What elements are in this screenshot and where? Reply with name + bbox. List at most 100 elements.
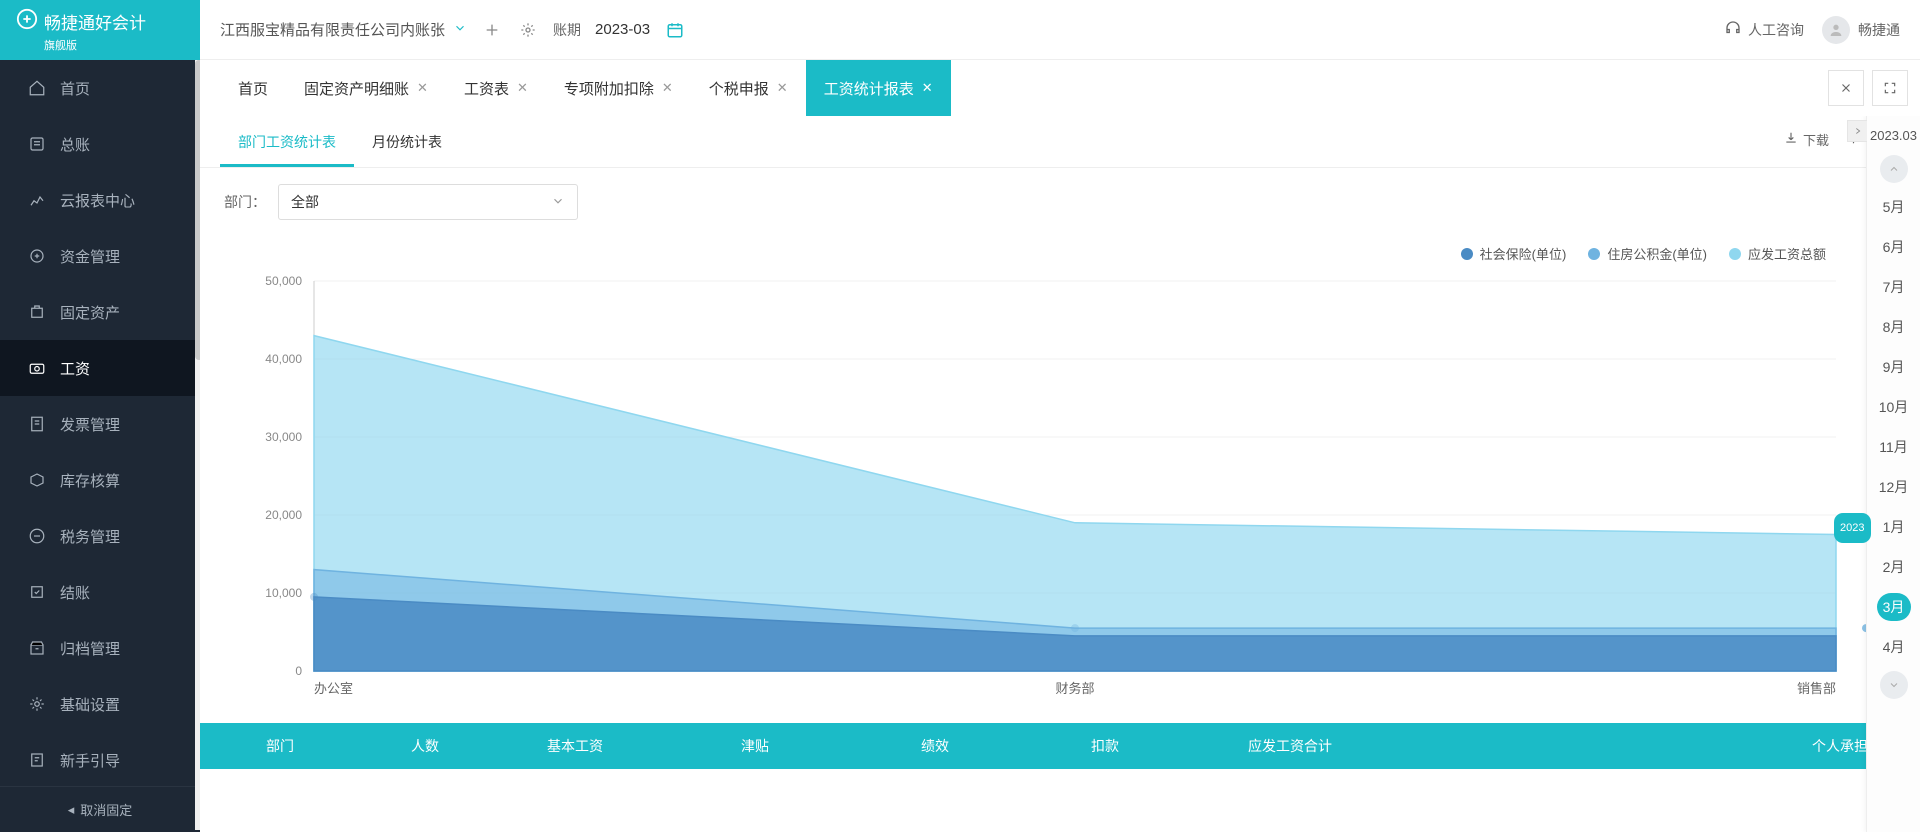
table-header-cell: 应发工资合计 xyxy=(1190,736,1390,756)
salary-icon xyxy=(28,359,46,377)
svg-text:30,000: 30,000 xyxy=(265,430,302,444)
nav-item-stock[interactable]: 库存核算 xyxy=(0,452,200,508)
tab-close-icon[interactable]: ✕ xyxy=(417,80,428,96)
table-header: 部门人数基本工资津贴绩效扣款应发工资合计个人承担社保 xyxy=(200,723,1920,769)
nav-item-tax[interactable]: 税务管理 xyxy=(0,508,200,564)
report-icon xyxy=(28,191,46,209)
table-header-cell: 扣款 xyxy=(1020,736,1190,756)
month-rail-item[interactable]: 8月 xyxy=(1877,313,1911,341)
table-header-cell: 基本工资 xyxy=(490,736,660,756)
nav-list: 首页总账云报表中心资金管理固定资产工资发票管理库存核算税务管理结账归档管理基础设… xyxy=(0,60,200,786)
table-header-cell: 部门 xyxy=(200,736,360,756)
svg-text:销售部: 销售部 xyxy=(1797,681,1836,696)
nav-item-guide[interactable]: 新手引导 xyxy=(0,732,200,786)
fullscreen-button[interactable] xyxy=(1872,70,1908,106)
topbar: 江西服宝精品有限责任公司内账张 账期 2023-03 xyxy=(200,0,1920,60)
svg-text:财务部: 财务部 xyxy=(1055,681,1094,696)
tab-close-icon[interactable]: ✕ xyxy=(662,80,673,96)
nav-item-close[interactable]: 结账 xyxy=(0,564,200,620)
company-settings-button[interactable] xyxy=(517,19,539,41)
period-value: 2023-03 xyxy=(595,21,650,38)
nav-item-report[interactable]: 云报表中心 xyxy=(0,172,200,228)
period-label: 账期 xyxy=(553,20,581,40)
chart-container: 社会保险(单位) 住房公积金(单位) 应发工资总额 0 10,000 20,000 30,… xyxy=(200,236,1920,723)
tab-close-icon[interactable]: ✕ xyxy=(517,80,528,96)
rail-collapse-button[interactable] xyxy=(1847,120,1867,142)
month-rail-item[interactable]: 4月 xyxy=(1877,633,1911,661)
tab-1[interactable]: 固定资产明细账✕ xyxy=(286,60,446,116)
close-icon xyxy=(28,583,46,601)
brand-icon xyxy=(16,8,38,35)
pin-arrow-icon: ◂ xyxy=(68,802,75,818)
nav-item-ledger[interactable]: 总账 xyxy=(0,116,200,172)
funds-icon xyxy=(28,247,46,265)
month-rail-item[interactable]: 11月 xyxy=(1877,433,1911,461)
legend-dot-icon xyxy=(1588,248,1600,260)
support-button[interactable]: 人工咨询 xyxy=(1724,19,1804,40)
legend-item[interactable]: 住房公积金(单位) xyxy=(1588,244,1707,263)
table-header-cell: 绩效 xyxy=(850,736,1020,756)
month-rail-item[interactable]: 1月2023 xyxy=(1877,513,1911,541)
tab-bar: 首页固定资产明细账✕工资表✕专项附加扣除✕个税申报✕工资统计报表✕ xyxy=(200,60,1920,116)
user-menu[interactable]: 畅捷通 xyxy=(1822,16,1900,44)
nav-item-home[interactable]: 首页 xyxy=(0,60,200,116)
home-icon xyxy=(28,79,46,97)
legend-item[interactable]: 应发工资总额 xyxy=(1729,244,1826,263)
svg-text:50,000: 50,000 xyxy=(265,274,302,288)
month-rail-item[interactable]: 7月 xyxy=(1877,273,1911,301)
brand-logo: 畅捷通好会计 旗舰版 xyxy=(0,0,200,60)
add-company-button[interactable] xyxy=(481,19,503,41)
month-rail-item[interactable]: 2月 xyxy=(1877,553,1911,581)
svg-text:0: 0 xyxy=(295,664,302,678)
tab-0[interactable]: 首页 xyxy=(220,60,286,116)
tab-close-icon[interactable]: ✕ xyxy=(922,80,933,96)
nav-item-asset[interactable]: 固定资产 xyxy=(0,284,200,340)
company-selector[interactable]: 江西服宝精品有限责任公司内账张 xyxy=(220,19,467,40)
nav-item-funds[interactable]: 资金管理 xyxy=(0,228,200,284)
month-rail-item[interactable]: 10月 xyxy=(1877,393,1911,421)
tab-2[interactable]: 工资表✕ xyxy=(446,60,546,116)
nav-item-archive[interactable]: 归档管理 xyxy=(0,620,200,676)
svg-text:10,000: 10,000 xyxy=(265,586,302,600)
tab-close-icon[interactable]: ✕ xyxy=(777,80,788,96)
salary-area-chart: 010,00020,00030,00040,00050,000办公室财务部销售部 xyxy=(224,271,1896,711)
rail-down-button[interactable] xyxy=(1880,671,1908,699)
sidebar: 畅捷通好会计 旗舰版 首页总账云报表中心资金管理固定资产工资发票管理库存核算税务… xyxy=(0,0,200,832)
tab-3[interactable]: 专项附加扣除✕ xyxy=(546,60,691,116)
table-header-cell: 津贴 xyxy=(660,736,850,756)
month-rail-item[interactable]: 12月 xyxy=(1877,473,1911,501)
dept-select[interactable]: 全部 xyxy=(278,184,578,220)
month-rail-item[interactable]: 5月 xyxy=(1877,193,1911,221)
pin-toggle[interactable]: ◂ 取消固定 xyxy=(0,786,200,832)
month-rail-item[interactable]: 9月 xyxy=(1877,353,1911,381)
subtab-0[interactable]: 部门工资统计表 xyxy=(220,120,354,167)
subtab-1[interactable]: 月份统计表 xyxy=(354,120,460,167)
settings-icon xyxy=(28,695,46,713)
svg-text:办公室: 办公室 xyxy=(314,681,353,696)
table-header-cell: 人数 xyxy=(360,736,490,756)
month-rail-item[interactable]: 6月 xyxy=(1877,233,1911,261)
chevron-down-icon xyxy=(453,21,467,39)
dept-filter-label: 部门： xyxy=(224,192,266,212)
close-all-tabs-button[interactable] xyxy=(1828,70,1864,106)
legend-item[interactable]: 社会保险(单位) xyxy=(1461,244,1567,263)
tax-icon xyxy=(28,527,46,545)
year-badge: 2023 xyxy=(1834,513,1870,543)
month-rail: 2023.03 5月6月7月8月9月10月11月12月1月20232月3月4月 xyxy=(1866,116,1920,832)
asset-icon xyxy=(28,303,46,321)
legend-dot-icon xyxy=(1729,248,1741,260)
chevron-down-icon xyxy=(551,194,565,211)
period-picker-button[interactable] xyxy=(664,19,686,41)
tab-5[interactable]: 工资统计报表✕ xyxy=(806,60,951,116)
content-area: 部门工资统计表月份统计表 下载 刷新 xyxy=(200,116,1920,832)
tab-4[interactable]: 个税申报✕ xyxy=(691,60,806,116)
month-rail-item[interactable]: 3月 xyxy=(1877,593,1911,621)
nav-item-settings[interactable]: 基础设置 xyxy=(0,676,200,732)
download-button[interactable]: 下载 xyxy=(1784,130,1829,149)
svg-text:20,000: 20,000 xyxy=(265,508,302,522)
nav-item-salary[interactable]: 工资 xyxy=(0,340,200,396)
brand-name: 畅捷通好会计 xyxy=(44,9,146,34)
nav-item-invoice[interactable]: 发票管理 xyxy=(0,396,200,452)
legend-dot-icon xyxy=(1461,248,1473,260)
rail-up-button[interactable] xyxy=(1880,155,1908,183)
